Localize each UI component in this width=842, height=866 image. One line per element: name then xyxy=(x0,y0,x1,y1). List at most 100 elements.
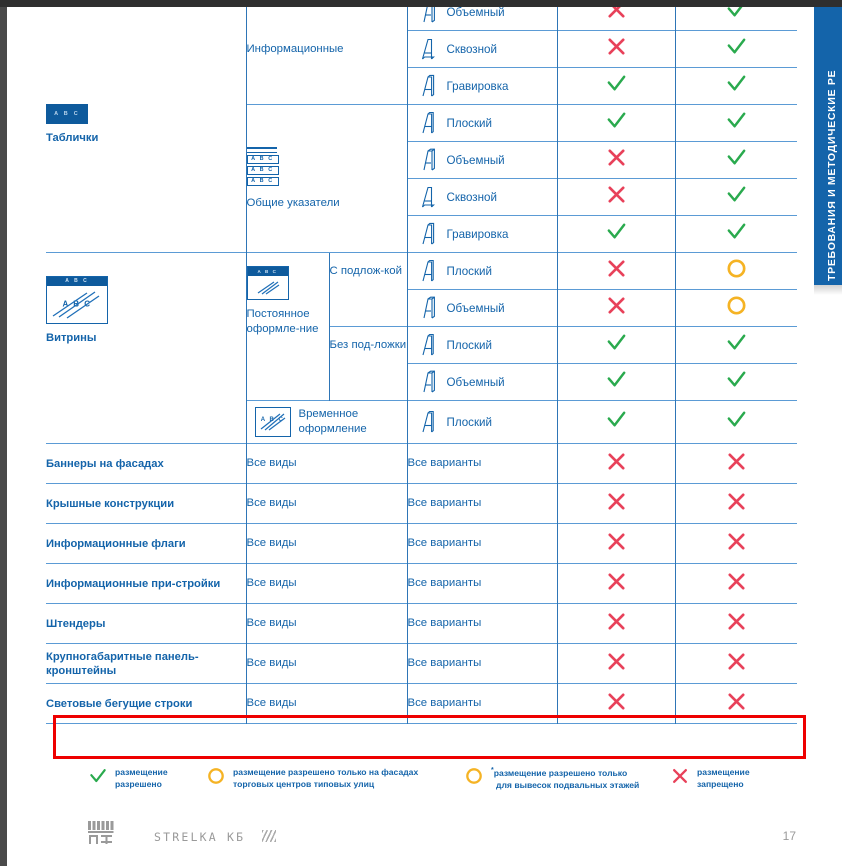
check-icon xyxy=(725,7,748,26)
mark-cell-column1 xyxy=(556,30,675,68)
cross-icon xyxy=(605,294,628,322)
mark-cell-column1 xyxy=(556,178,675,216)
cross-icon xyxy=(725,690,748,718)
kinds-cell: Все виды xyxy=(245,643,407,684)
check-icon xyxy=(725,331,748,359)
category-label: Крупногабаритные панель-кронштейны xyxy=(46,650,199,677)
viewer-left-chrome-bar xyxy=(0,0,7,866)
option-cell: Гравировка xyxy=(406,215,557,253)
check-icon xyxy=(725,220,748,248)
category-label: Штендеры xyxy=(46,617,106,630)
type-label: С подлож-кой xyxy=(329,265,403,277)
mark-cell-column2 xyxy=(674,363,797,401)
table-row: Гравировка xyxy=(46,215,797,253)
cross-icon xyxy=(605,146,628,174)
shopwindow-thumbnail: A B C A B C xyxy=(46,276,108,324)
option-cell: Плоский xyxy=(406,326,557,364)
section-tab-vertical[interactable]: ТРЕБОВАНИЯ И МЕТОДИЧЕСКИЕ РЕ xyxy=(814,7,842,285)
option-cell: Объемный xyxy=(406,363,557,401)
permanent-decor-thumbnail: A B C xyxy=(246,266,289,300)
cross-icon xyxy=(605,490,628,518)
section-tab-shadow xyxy=(814,285,842,295)
circle-icon xyxy=(725,257,748,285)
table-row: Сквозной xyxy=(46,30,797,68)
category-cell-flags: Информационные флаги xyxy=(46,523,246,564)
mark-cell-column2 xyxy=(674,563,797,604)
check-icon xyxy=(725,368,748,396)
mark-cell-column1 xyxy=(556,563,675,604)
thumb-abc-row: A B C xyxy=(246,176,279,186)
variants-cell: Все варианты xyxy=(406,443,557,484)
option-cell: Сквозной xyxy=(406,178,557,216)
legend-line-1: размещение xyxy=(697,767,750,777)
table-row: A B C Временное оформление xyxy=(46,400,797,444)
option-label: Объемный xyxy=(446,7,505,19)
cross-icon xyxy=(605,570,628,598)
thumb-abc-center: A B C xyxy=(62,299,92,309)
table-row: Объемный xyxy=(46,289,797,327)
brand-name: STRELKA KБ xyxy=(154,830,246,844)
kinds-cell: Все виды xyxy=(245,563,407,604)
legend: размещение разрешено размещение разрешен… xyxy=(46,764,806,808)
variants-cell: Все варианты xyxy=(406,563,557,604)
category-label: Информационные флаги xyxy=(46,537,186,550)
check-icon xyxy=(605,408,628,436)
check-icon xyxy=(605,368,628,396)
category-cell-banners: Баннеры на фасадах xyxy=(46,443,246,484)
kinds-cell: Все виды xyxy=(245,523,407,564)
kinds-label: Все виды xyxy=(246,657,297,670)
dom-rf-logo xyxy=(88,821,114,850)
thumb-abc-row: A B C xyxy=(246,165,279,175)
mark-cell-column2 xyxy=(674,67,797,105)
mark-cell-column1 xyxy=(556,363,675,401)
cross-icon xyxy=(605,257,628,285)
table-row: Информационные при-стройки Все виды Все … xyxy=(46,563,797,604)
option-label: Объемный xyxy=(446,375,505,389)
option-label: Плоский xyxy=(446,116,493,130)
check-icon xyxy=(88,766,108,791)
check-icon xyxy=(725,35,748,63)
legend-line-2: запрещено xyxy=(697,779,744,790)
category-cell-signplates: A B C Таблички xyxy=(46,7,246,253)
cross-icon xyxy=(725,530,748,558)
kinds-label: Все виды xyxy=(246,617,297,630)
mark-cell-column1 xyxy=(556,104,675,142)
legend-line-1: размещение разрешено только xyxy=(493,767,628,778)
category-label: Баннеры на фасадах xyxy=(46,457,164,470)
category-label: Световые бегущие строки xyxy=(46,697,193,710)
category-cell-shopwindows: A B C A B C Витрины xyxy=(46,252,246,444)
subgroup-label: Общие указатели xyxy=(246,196,340,209)
variants-cell: Все варианты xyxy=(406,683,557,724)
mark-cell-column1 xyxy=(556,7,675,31)
kinds-label: Все виды xyxy=(246,577,297,590)
subgroup-cell-permanent-decor: A B C Постоянное оформле-ние xyxy=(245,252,329,401)
variants-label: Все варианты xyxy=(407,617,482,630)
option-label: Плоский xyxy=(446,338,493,352)
variants-label: Все варианты xyxy=(407,657,482,670)
subgroup-label: Постоянное оформле-ние xyxy=(246,308,319,336)
check-icon xyxy=(605,220,628,248)
mark-cell-column1 xyxy=(556,523,675,564)
legend-line-2: торговых центров типовых улиц xyxy=(233,779,375,790)
mark-cell-column2 xyxy=(674,523,797,564)
letter-a-volumetric-icon xyxy=(418,7,438,24)
kinds-cell: Все виды xyxy=(245,683,407,724)
legend-item-forbidden: размещение запрещено xyxy=(670,766,750,791)
cross-icon xyxy=(605,450,628,478)
kinds-label: Все виды xyxy=(246,457,297,470)
mark-cell-column2 xyxy=(674,7,797,31)
mark-cell-column1 xyxy=(556,603,675,644)
option-cell: Плоский xyxy=(406,400,557,444)
category-label: Информационные при-стройки xyxy=(46,577,221,590)
cross-icon xyxy=(605,35,628,63)
variants-label: Все варианты xyxy=(407,537,482,550)
option-cell: Сквозной xyxy=(406,30,557,68)
cross-icon xyxy=(605,183,628,211)
category-label: Витрины xyxy=(46,332,97,344)
mark-cell-column1 xyxy=(556,252,675,290)
table-row: Гравировка xyxy=(46,67,797,105)
subgroup-cell-temporary-decor: A B C Временное оформление xyxy=(245,400,407,444)
sign-plate-thumbnail: A B C xyxy=(46,103,88,124)
kinds-label: Все виды xyxy=(246,497,297,510)
option-label: Сквозной xyxy=(446,190,497,204)
